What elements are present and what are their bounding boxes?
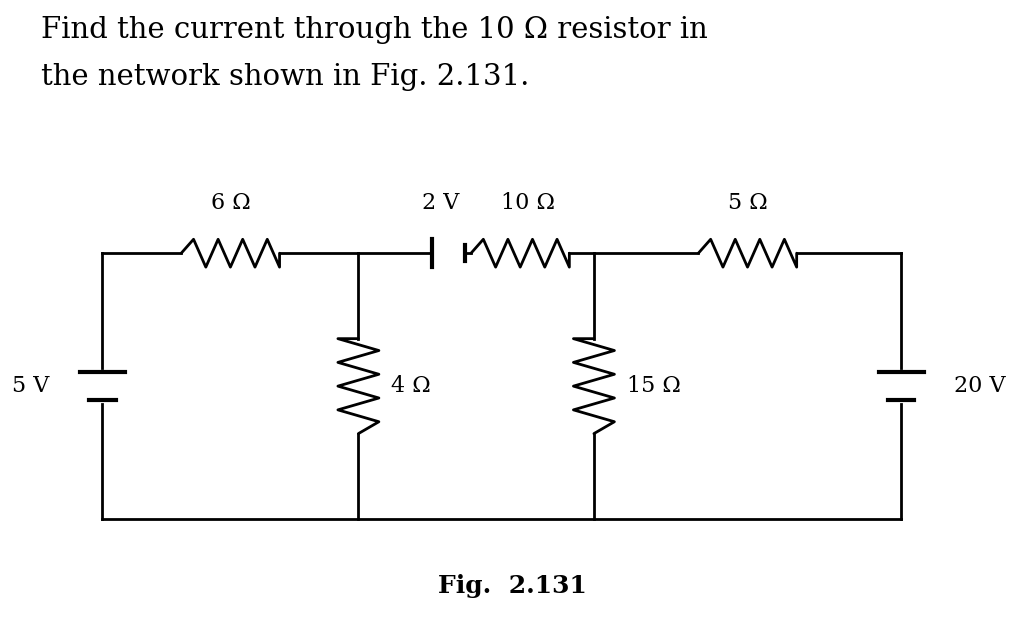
- Text: 6 Ω: 6 Ω: [211, 192, 250, 214]
- Text: 5 V: 5 V: [12, 375, 49, 397]
- Text: 4 Ω: 4 Ω: [391, 375, 431, 397]
- Text: 20 V: 20 V: [954, 375, 1006, 397]
- Text: Fig.  2.131: Fig. 2.131: [437, 574, 587, 598]
- Text: 15 Ω: 15 Ω: [627, 375, 681, 397]
- Text: 5 Ω: 5 Ω: [728, 192, 767, 214]
- Text: 10 Ω: 10 Ω: [502, 192, 555, 214]
- Text: Find the current through the 10 Ω resistor in: Find the current through the 10 Ω resist…: [41, 16, 708, 44]
- Text: the network shown in Fig. 2.131.: the network shown in Fig. 2.131.: [41, 63, 529, 91]
- Text: 2 V: 2 V: [422, 192, 459, 214]
